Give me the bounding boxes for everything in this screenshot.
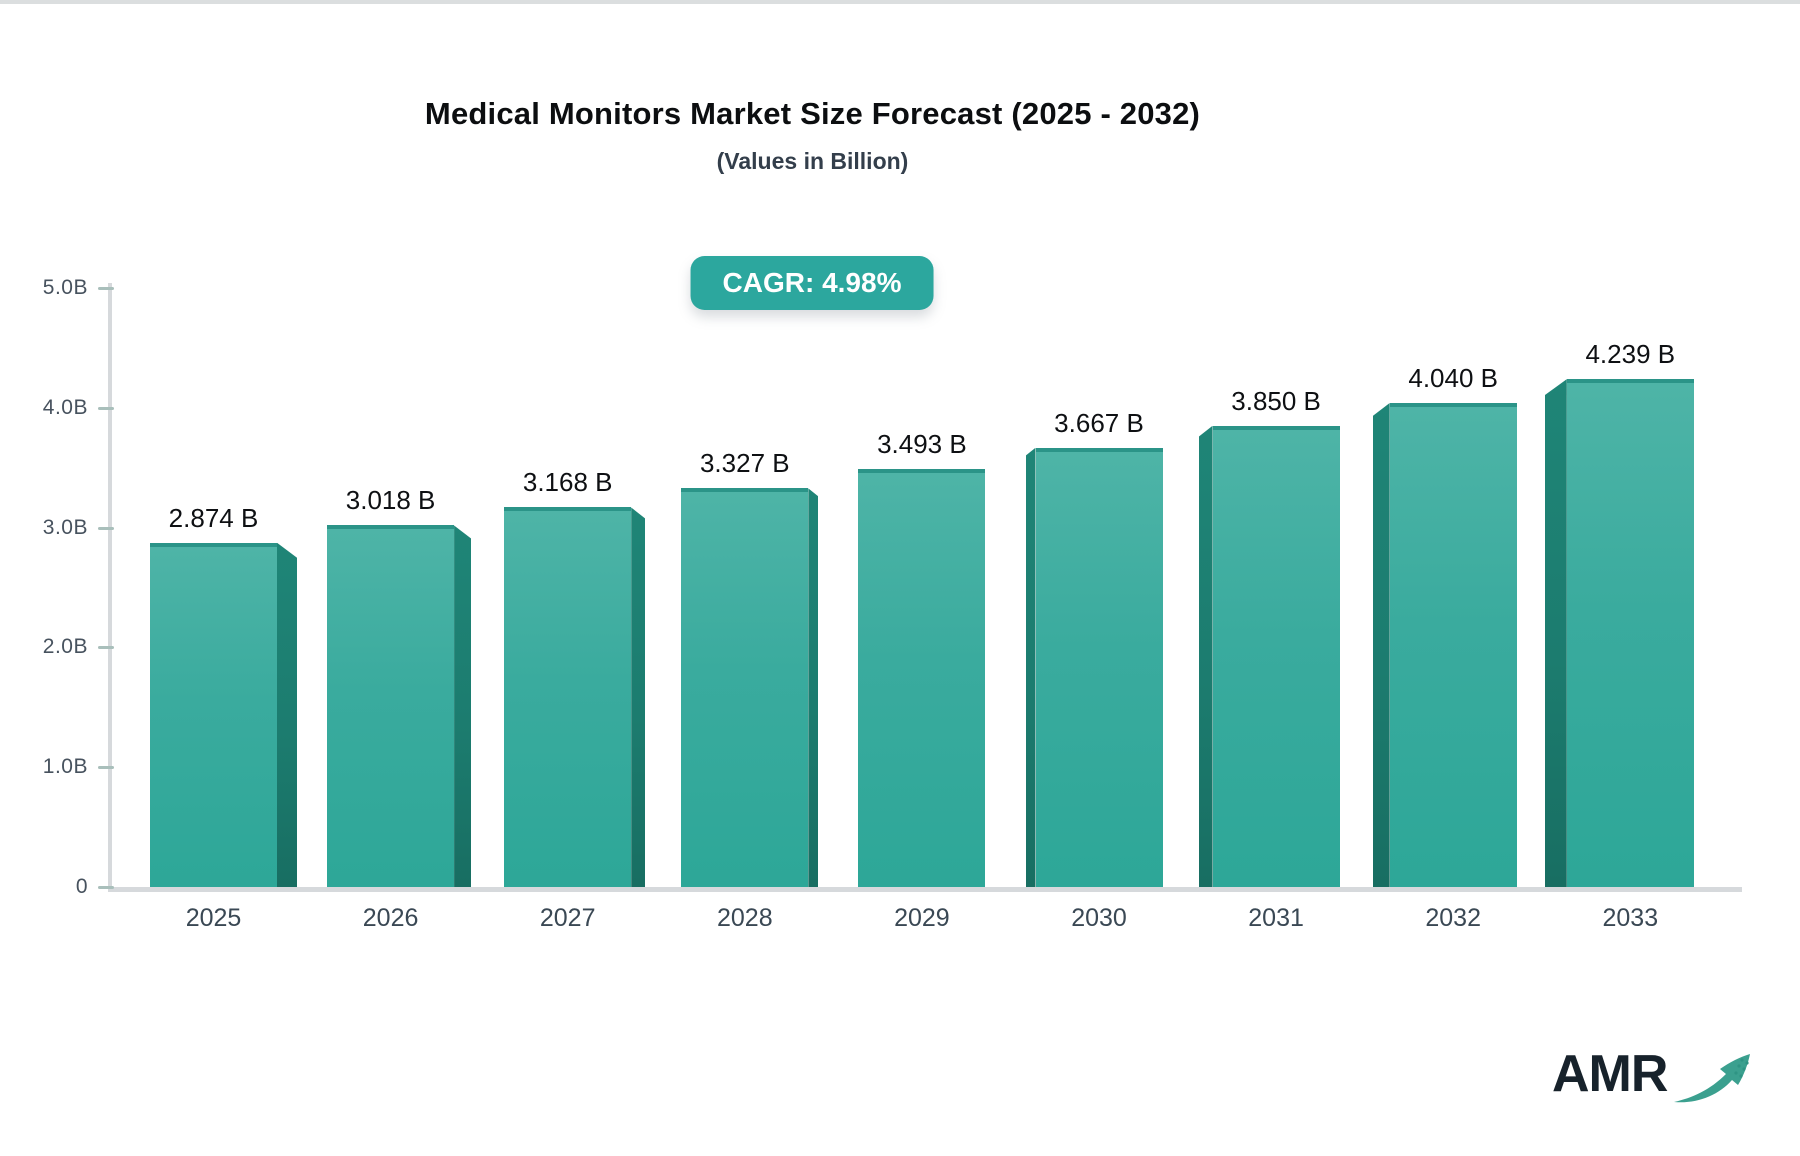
bar-2029: [858, 468, 986, 887]
x-axis-label: 2026: [362, 904, 419, 932]
top-border-strip: [0, 0, 1800, 4]
bar-2031: [1212, 425, 1340, 887]
bar-value-label: 3.018 B: [345, 485, 436, 516]
y-axis-tick: [98, 406, 114, 410]
bar-value-label: 2.874 B: [168, 502, 259, 533]
growth-arrow-icon: [1674, 1054, 1750, 1103]
bar-2025: [150, 542, 277, 887]
bar-side-face: [1372, 403, 1390, 887]
x-axis-label: 2031: [1248, 904, 1304, 932]
x-axis-line: [108, 887, 1742, 892]
y-axis-tick: [98, 646, 114, 650]
bar-2027: [504, 507, 632, 887]
y-axis-label: 1.0B: [42, 755, 88, 779]
y-axis-line: [108, 283, 112, 892]
bar-2033: [1566, 379, 1694, 887]
bar-value-label: 4.239 B: [1585, 339, 1676, 370]
bar-value-label: 4.040 B: [1408, 363, 1499, 393]
amr-logo: AMR: [1552, 1036, 1762, 1126]
x-axis-label: 2033: [1602, 904, 1659, 932]
bar-value-label: 3.327 B: [699, 448, 790, 479]
x-axis-label: 2025: [185, 904, 242, 932]
x-axis-label: 2027: [539, 904, 596, 932]
cagr-badge: CAGR: 4.98%: [690, 256, 934, 310]
x-axis-label: 2030: [1071, 904, 1127, 932]
x-axis-label: 2029: [894, 904, 950, 932]
x-axis-label: 2028: [716, 904, 773, 932]
chart-subtitle: (Values in Billion): [716, 148, 909, 174]
bar-value-label: 3.493 B: [877, 428, 967, 459]
bar-2026: [327, 525, 455, 887]
bar-value-label: 3.667 B: [1054, 407, 1144, 438]
bar-side-face: [1198, 425, 1213, 887]
bar-side-face: [454, 525, 472, 887]
y-axis-label: 0: [75, 875, 88, 898]
bar-side-face: [277, 542, 297, 887]
amr-logo-text: AMR: [1552, 1045, 1668, 1103]
chart-title: Medical Monitors Market Size Forecast (2…: [424, 96, 1201, 131]
y-axis-label: 3.0B: [42, 515, 88, 539]
y-axis-tick: [98, 886, 114, 889]
y-axis-tick: [98, 526, 114, 530]
bar-2032: [1389, 403, 1517, 887]
x-axis-label: 2032: [1425, 904, 1481, 932]
y-axis-label: 2.0B: [42, 635, 88, 659]
bar-side-face: [631, 507, 646, 887]
bar-value-label: 3.168 B: [522, 467, 613, 498]
y-axis-label: 5.0B: [42, 276, 88, 299]
y-axis-label: 4.0B: [42, 395, 88, 419]
bar-side-face: [1025, 447, 1036, 887]
bar-2030: [1035, 447, 1163, 887]
bar-side-face: [1544, 379, 1567, 887]
bar-side-face: [808, 488, 819, 887]
y-axis-tick: [98, 287, 114, 290]
bar-value-label: 3.850 B: [1231, 385, 1321, 416]
bar-2028: [681, 488, 809, 887]
y-axis-tick: [98, 766, 114, 770]
